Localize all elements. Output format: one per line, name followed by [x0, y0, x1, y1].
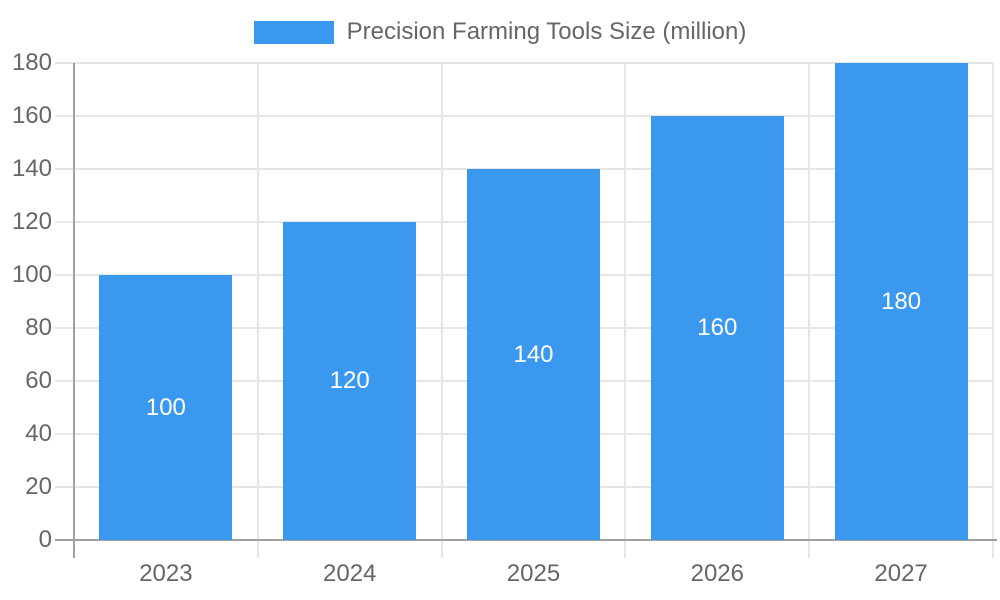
x-gridline: [992, 63, 994, 558]
x-gridline: [440, 63, 443, 558]
x-axis-line: [55, 539, 997, 541]
plot-area: 0 20 40 60 80 100 120 140 160 180 100 2023 120 2024 14…: [12, 49, 997, 587]
bar-2023[interactable]: [99, 275, 233, 540]
bar-value-label: 160: [697, 314, 738, 341]
bar-2025[interactable]: [467, 169, 600, 540]
y-axis-tick-label: 100: [11, 261, 52, 288]
x-gridline: [808, 63, 811, 558]
bar-2027[interactable]: [834, 63, 968, 540]
y-gridline: [55, 62, 993, 64]
x-axis-tick-label: 2026: [690, 560, 744, 587]
y-axis-tick-label: 60: [25, 367, 52, 394]
legend-label: Precision Farming Tools Size (million): [346, 18, 747, 45]
y-axis-tick-label: 140: [11, 155, 52, 182]
bar-2024[interactable]: [283, 222, 417, 540]
y-axis-tick-label: 40: [25, 420, 52, 447]
y-axis-tick-label: 180: [11, 49, 52, 76]
y-axis-tick-label: 120: [11, 208, 52, 235]
y-axis-tick-label: 0: [38, 526, 52, 553]
bar-value-label: 180: [881, 287, 922, 315]
x-axis-tick-label: 2027: [874, 560, 928, 587]
x-gridline: [256, 63, 259, 558]
bar-value-label: 100: [145, 393, 186, 421]
y-axis-line: [73, 63, 75, 558]
x-axis-tick-label: 2025: [506, 560, 561, 587]
bar-2026[interactable]: [650, 116, 784, 540]
x-axis-tick-label: 2023: [139, 560, 193, 587]
x-gridline: [624, 63, 627, 558]
y-gridline: [55, 115, 993, 117]
y-axis-tick-label: 20: [25, 473, 52, 500]
legend-item[interactable]: Precision Farming Tools Size (million): [0, 18, 1000, 46]
y-axis-tick-label: 80: [25, 314, 52, 341]
legend-swatch: [253, 20, 334, 44]
bar-value-label: 120: [329, 367, 370, 394]
bar-value-label: 140: [513, 340, 554, 368]
y-axis-tick-label: 160: [11, 102, 52, 129]
x-axis-tick-label: 2024: [323, 560, 377, 587]
